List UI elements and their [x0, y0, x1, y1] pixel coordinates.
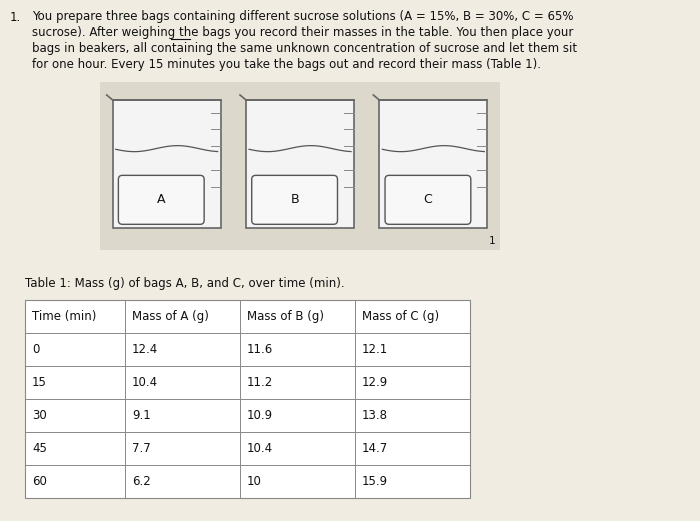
- Text: for one hour. Every 15 minutes you take the bags out and record their mass (Tabl: for one hour. Every 15 minutes you take …: [32, 58, 541, 71]
- Text: 15: 15: [32, 376, 47, 389]
- Text: Mass of C (g): Mass of C (g): [362, 310, 439, 323]
- Text: 7.7: 7.7: [132, 442, 150, 455]
- Text: Mass of B (g): Mass of B (g): [247, 310, 324, 323]
- Text: Table 1: Mass (g) of bags A, B, and C, over time (min).: Table 1: Mass (g) of bags A, B, and C, o…: [25, 277, 344, 290]
- FancyBboxPatch shape: [100, 82, 500, 250]
- Text: C: C: [424, 193, 433, 206]
- Text: 9.1: 9.1: [132, 409, 150, 422]
- FancyBboxPatch shape: [113, 100, 220, 228]
- Text: sucrose). After weighing the bags you record their masses in the table. You then: sucrose). After weighing the bags you re…: [32, 26, 573, 39]
- Text: 11.2: 11.2: [247, 376, 273, 389]
- FancyBboxPatch shape: [246, 100, 354, 228]
- Text: 45: 45: [32, 442, 47, 455]
- Text: 6.2: 6.2: [132, 475, 150, 488]
- Text: 1: 1: [489, 236, 495, 246]
- Text: 13.8: 13.8: [362, 409, 388, 422]
- Text: 12.9: 12.9: [362, 376, 389, 389]
- Text: 12.1: 12.1: [362, 343, 389, 356]
- Text: Mass of A (g): Mass of A (g): [132, 310, 209, 323]
- Text: Time (min): Time (min): [32, 310, 97, 323]
- FancyBboxPatch shape: [252, 176, 337, 225]
- Text: bags in beakers, all containing the same unknown concentration of sucrose and le: bags in beakers, all containing the same…: [32, 42, 577, 55]
- Text: 12.4: 12.4: [132, 343, 158, 356]
- Text: 10: 10: [247, 475, 262, 488]
- FancyBboxPatch shape: [118, 176, 204, 225]
- Text: 10.9: 10.9: [247, 409, 273, 422]
- Text: You prepare three bags containing different sucrose solutions (A = 15%, B = 30%,: You prepare three bags containing differ…: [32, 10, 573, 23]
- Text: 0: 0: [32, 343, 39, 356]
- Text: 14.7: 14.7: [362, 442, 389, 455]
- Text: 15.9: 15.9: [362, 475, 388, 488]
- FancyBboxPatch shape: [379, 100, 487, 228]
- Text: 60: 60: [32, 475, 47, 488]
- FancyBboxPatch shape: [25, 300, 470, 498]
- Text: A: A: [157, 193, 165, 206]
- Text: 30: 30: [32, 409, 47, 422]
- Text: 1.: 1.: [10, 11, 21, 24]
- FancyBboxPatch shape: [385, 176, 471, 225]
- Text: 11.6: 11.6: [247, 343, 273, 356]
- Text: 10.4: 10.4: [247, 442, 273, 455]
- Text: 10.4: 10.4: [132, 376, 158, 389]
- Text: B: B: [290, 193, 299, 206]
